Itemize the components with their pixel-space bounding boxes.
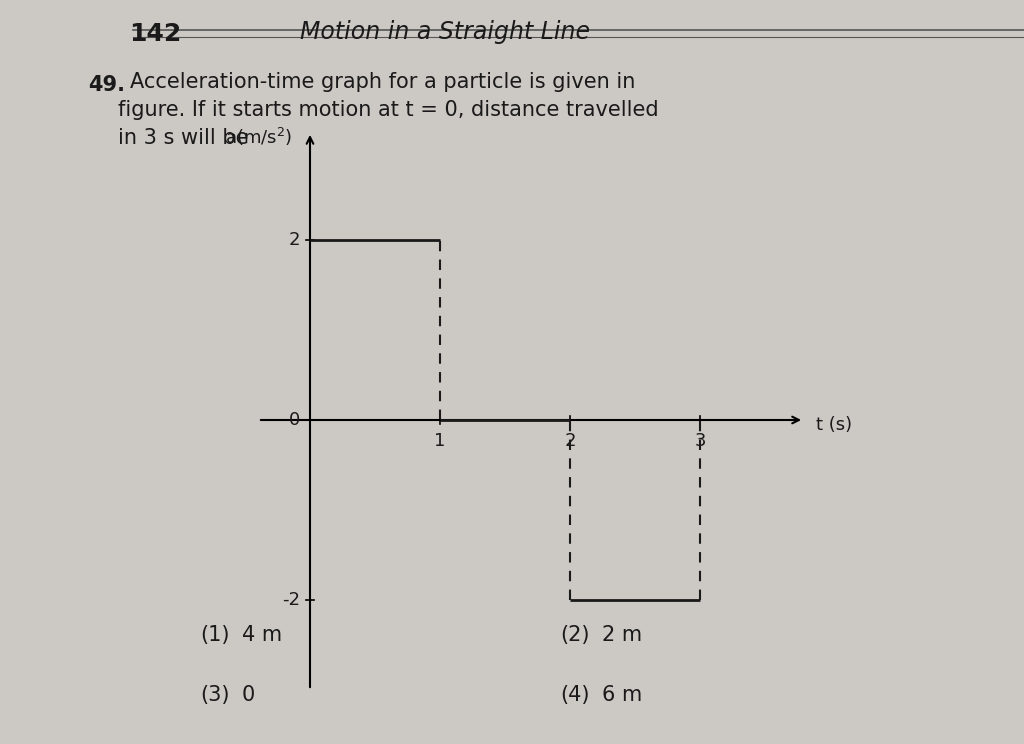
Text: (4): (4) (560, 685, 590, 705)
Text: a(m/s$^2$): a(m/s$^2$) (225, 126, 292, 148)
Text: 2: 2 (564, 432, 575, 450)
Text: Motion in a Straight Line: Motion in a Straight Line (300, 20, 590, 44)
Text: 3: 3 (694, 432, 706, 450)
Text: in 3 s will be: in 3 s will be (118, 128, 249, 148)
Text: Acceleration-time graph for a particle is given in: Acceleration-time graph for a particle i… (130, 72, 635, 92)
Text: (2): (2) (560, 625, 590, 645)
Text: (3): (3) (200, 685, 229, 705)
Text: 4 m: 4 m (242, 625, 283, 645)
Text: figure. If it starts motion at t = 0, distance travelled: figure. If it starts motion at t = 0, di… (118, 100, 658, 120)
Text: 2 m: 2 m (602, 625, 642, 645)
Text: 0: 0 (242, 685, 255, 705)
Text: 49.: 49. (88, 75, 125, 95)
Text: 1: 1 (434, 432, 445, 450)
Text: (1): (1) (200, 625, 229, 645)
Text: -2: -2 (282, 591, 300, 609)
Text: 0: 0 (289, 411, 300, 429)
Text: 6 m: 6 m (602, 685, 642, 705)
Text: 142: 142 (129, 22, 181, 46)
Text: t (s): t (s) (815, 416, 852, 434)
Text: 2: 2 (289, 231, 300, 249)
